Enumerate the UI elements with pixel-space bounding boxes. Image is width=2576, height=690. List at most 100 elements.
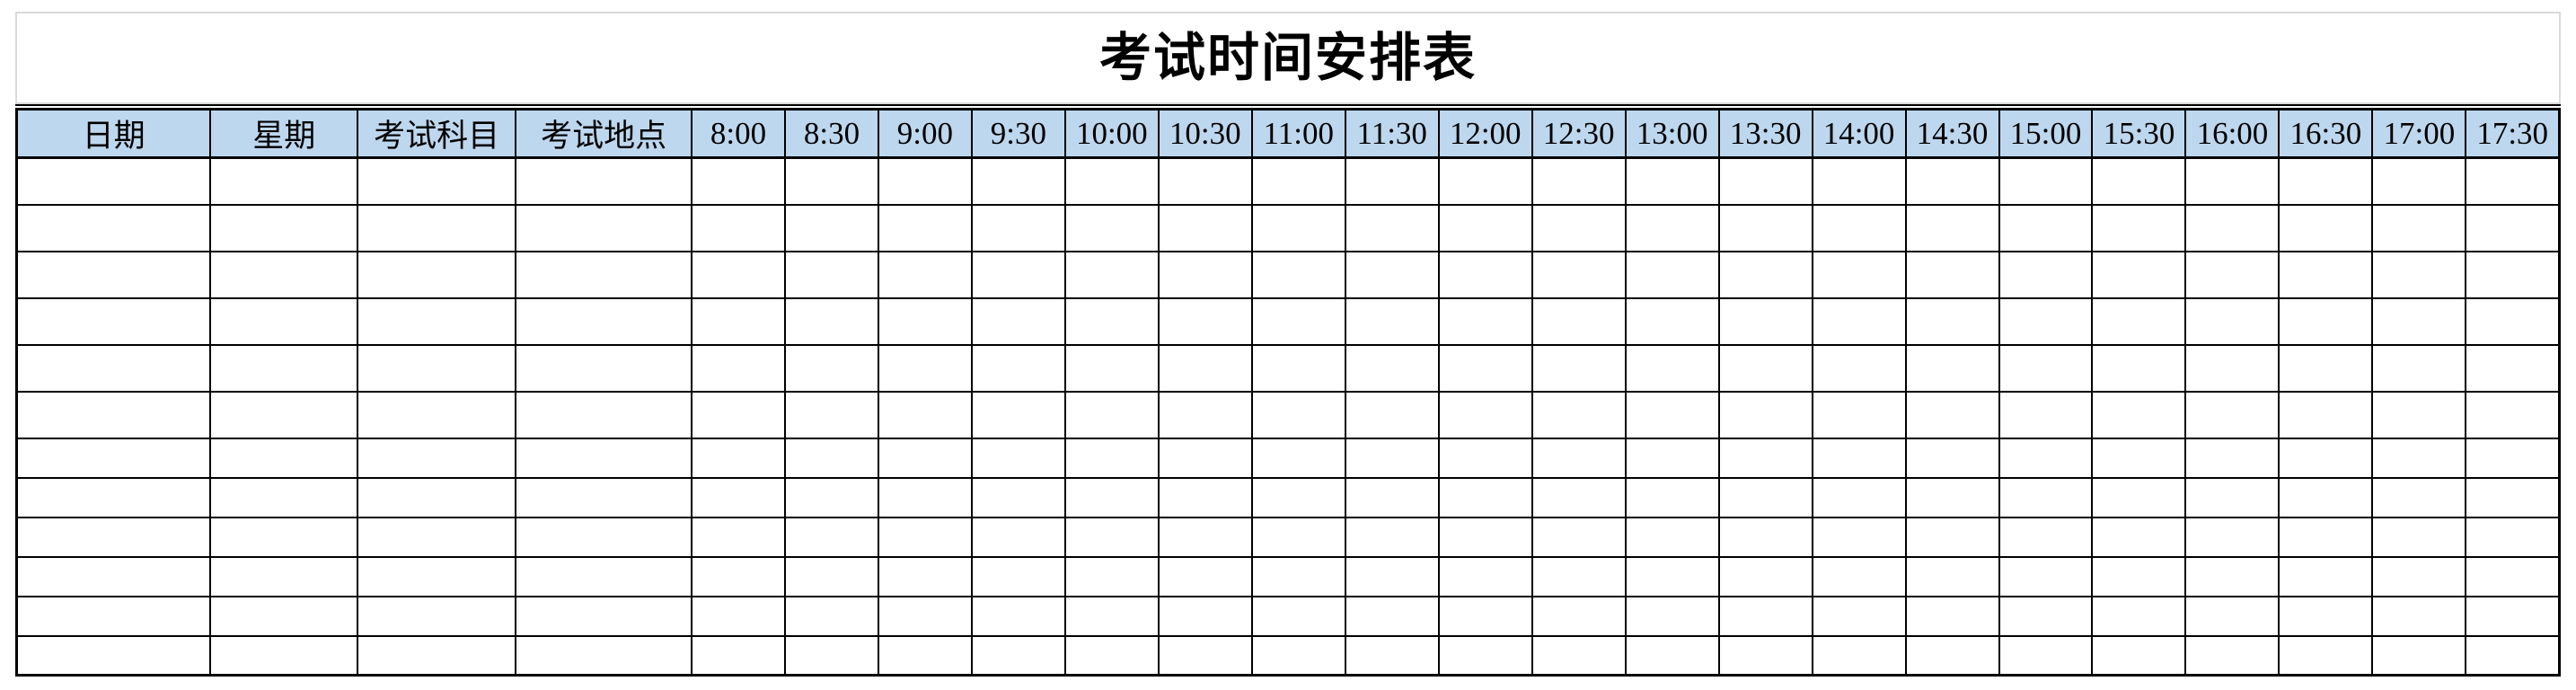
table-cell[interactable] — [2371, 296, 2467, 346]
table-cell[interactable] — [1811, 516, 1907, 558]
table-cell[interactable] — [970, 595, 1066, 637]
table-cell[interactable] — [1250, 437, 1346, 479]
table-cell[interactable] — [209, 156, 359, 206]
table-cell[interactable] — [1344, 296, 1440, 346]
table-cell[interactable] — [2184, 555, 2280, 597]
table-cell[interactable] — [784, 476, 879, 518]
table-cell[interactable] — [1063, 595, 1160, 637]
table-cell[interactable] — [1717, 595, 1813, 637]
table-cell[interactable] — [2184, 203, 2280, 252]
table-cell[interactable] — [515, 390, 693, 439]
table-cell[interactable] — [2091, 555, 2187, 597]
table-cell[interactable] — [784, 343, 879, 393]
table-cell[interactable] — [877, 516, 973, 558]
table-cell[interactable] — [1531, 595, 1627, 637]
table-cell[interactable] — [970, 437, 1066, 479]
table-cell[interactable] — [2465, 390, 2561, 439]
table-cell[interactable] — [515, 296, 693, 346]
table-cell[interactable] — [209, 296, 359, 346]
table-cell[interactable] — [1157, 203, 1253, 252]
table-cell[interactable] — [2278, 343, 2374, 393]
table-cell[interactable] — [2465, 250, 2561, 299]
table-cell[interactable] — [357, 203, 517, 252]
table-cell[interactable] — [1063, 390, 1160, 439]
table-cell[interactable] — [2091, 437, 2187, 479]
table-cell[interactable] — [1157, 343, 1253, 393]
table-cell[interactable] — [2371, 156, 2467, 206]
table-cell[interactable] — [1998, 595, 2094, 637]
table-cell[interactable] — [1811, 250, 1907, 299]
table-cell[interactable] — [2278, 516, 2374, 558]
table-cell[interactable] — [1717, 555, 1813, 597]
table-cell[interactable] — [209, 437, 359, 479]
table-cell[interactable] — [2465, 476, 2561, 518]
table-cell[interactable] — [1250, 555, 1346, 597]
table-cell[interactable] — [1998, 296, 2094, 346]
table-cell[interactable] — [515, 203, 693, 252]
table-cell[interactable] — [1624, 296, 1720, 346]
table-cell[interactable] — [1811, 390, 1907, 439]
table-cell[interactable] — [1344, 516, 1440, 558]
table-cell[interactable] — [1998, 390, 2094, 439]
table-cell[interactable] — [2091, 634, 2187, 677]
table-cell[interactable] — [2278, 390, 2374, 439]
table-cell[interactable] — [784, 296, 879, 346]
table-cell[interactable] — [1437, 156, 1533, 206]
table-cell[interactable] — [2091, 476, 2187, 518]
table-cell[interactable] — [1531, 203, 1627, 252]
table-cell[interactable] — [1624, 390, 1720, 439]
table-cell[interactable] — [691, 634, 787, 677]
table-cell[interactable] — [2278, 595, 2374, 637]
table-cell[interactable] — [1531, 516, 1627, 558]
table-cell[interactable] — [209, 595, 359, 637]
table-cell[interactable] — [15, 156, 212, 206]
table-cell[interactable] — [1344, 476, 1440, 518]
table-cell[interactable] — [15, 516, 212, 558]
table-cell[interactable] — [970, 343, 1066, 393]
table-cell[interactable] — [1717, 390, 1813, 439]
table-cell[interactable] — [784, 250, 879, 299]
table-cell[interactable] — [357, 595, 517, 637]
table-cell[interactable] — [1344, 250, 1440, 299]
table-cell[interactable] — [877, 156, 973, 206]
table-cell[interactable] — [1717, 516, 1813, 558]
table-cell[interactable] — [209, 516, 359, 558]
table-cell[interactable] — [2465, 634, 2561, 677]
table-cell[interactable] — [2184, 156, 2280, 206]
table-cell[interactable] — [2278, 476, 2374, 518]
table-cell[interactable] — [1624, 437, 1720, 479]
table-cell[interactable] — [1904, 634, 2000, 677]
table-cell[interactable] — [1344, 555, 1440, 597]
table-cell[interactable] — [1437, 555, 1533, 597]
table-cell[interactable] — [691, 516, 787, 558]
table-cell[interactable] — [357, 555, 517, 597]
table-cell[interactable] — [2091, 203, 2187, 252]
table-cell[interactable] — [357, 343, 517, 393]
table-cell[interactable] — [1344, 437, 1440, 479]
table-cell[interactable] — [877, 555, 973, 597]
table-cell[interactable] — [2371, 634, 2467, 677]
table-cell[interactable] — [970, 296, 1066, 346]
table-cell[interactable] — [2091, 156, 2187, 206]
table-cell[interactable] — [515, 437, 693, 479]
table-cell[interactable] — [1904, 156, 2000, 206]
table-cell[interactable] — [2465, 437, 2561, 479]
table-cell[interactable] — [1811, 555, 1907, 597]
table-cell[interactable] — [1157, 156, 1253, 206]
table-cell[interactable] — [15, 296, 212, 346]
table-cell[interactable] — [357, 634, 517, 677]
table-cell[interactable] — [209, 390, 359, 439]
table-cell[interactable] — [1157, 437, 1253, 479]
table-cell[interactable] — [357, 516, 517, 558]
table-cell[interactable] — [2184, 437, 2280, 479]
table-cell[interactable] — [2371, 555, 2467, 597]
table-cell[interactable] — [1624, 203, 1720, 252]
table-cell[interactable] — [2371, 476, 2467, 518]
table-cell[interactable] — [1624, 250, 1720, 299]
table-cell[interactable] — [691, 476, 787, 518]
table-cell[interactable] — [357, 296, 517, 346]
table-cell[interactable] — [209, 555, 359, 597]
table-cell[interactable] — [1624, 595, 1720, 637]
table-cell[interactable] — [877, 203, 973, 252]
table-cell[interactable] — [1437, 595, 1533, 637]
